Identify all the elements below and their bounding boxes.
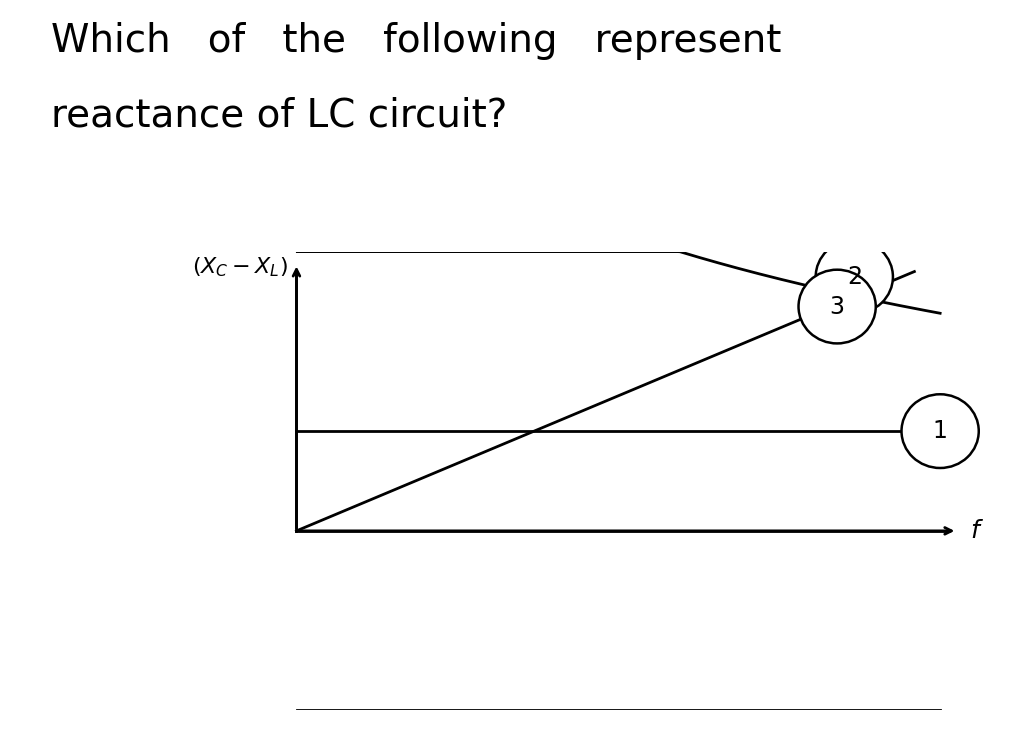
Text: 3: 3: [829, 295, 845, 318]
Ellipse shape: [816, 240, 893, 314]
Text: 1: 1: [933, 419, 947, 443]
Text: reactance of LC circuit?: reactance of LC circuit?: [51, 96, 508, 134]
Ellipse shape: [901, 394, 979, 468]
Text: $(X_C-X_L)$: $(X_C-X_L)$: [191, 255, 288, 279]
Text: f: f: [970, 519, 979, 543]
Ellipse shape: [799, 269, 876, 343]
Text: 2: 2: [847, 265, 862, 289]
Text: Which   of   the   following   represent: Which of the following represent: [51, 22, 781, 60]
